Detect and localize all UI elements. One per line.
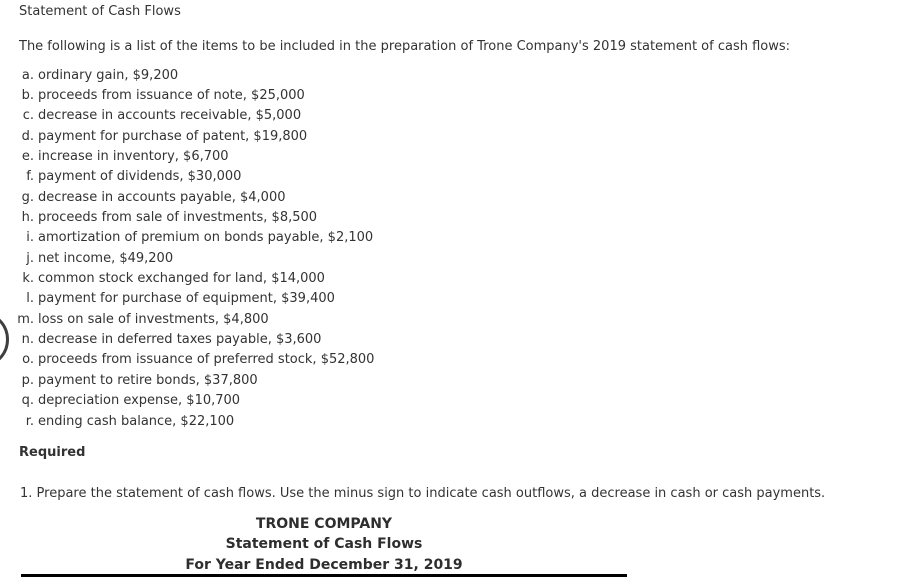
list-item: n. decrease in deferred taxes payable, $…: [0, 329, 374, 349]
list-item: c. decrease in accounts receivable, $5,0…: [0, 106, 374, 126]
item-label: d.: [21, 128, 34, 144]
list-item: e. increase in inventory, $6,700: [0, 146, 374, 166]
items-list: a. ordinary gain, $9,200 b. proceeds fro…: [0, 65, 374, 431]
item-text: decrease in accounts receivable, $5,000: [38, 108, 302, 124]
list-item: p. payment to retire bonds, $37,800: [0, 370, 374, 390]
item-label: e.: [21, 149, 34, 165]
item-text: decrease in deferred taxes payable, $3,6…: [38, 332, 322, 348]
list-item: k. common stock exchanged for land, $14,…: [0, 268, 374, 288]
statement-title: Statement of Cash Flows: [225, 536, 423, 553]
list-item: r. ending cash balance, $22,100: [0, 411, 374, 431]
statement-header: TRONE COMPANY Statement of Cash Flows Fo…: [21, 514, 627, 575]
list-item: g. decrease in accounts payable, $4,000: [0, 187, 374, 207]
item-text: decrease in accounts payable, $4,000: [38, 189, 286, 205]
item-text: payment for purchase of patent, $19,800: [38, 128, 308, 144]
item-text: proceeds from issuance of preferred stoc…: [38, 352, 375, 368]
instruction-text: 1. Prepare the statement of cash flows. …: [20, 486, 826, 501]
item-text: increase in inventory, $6,700: [38, 149, 229, 165]
item-label: l.: [26, 291, 34, 307]
item-text: amortization of premium on bonds payable…: [38, 230, 374, 246]
company-name: TRONE COMPANY: [255, 516, 393, 532]
item-label: h.: [21, 210, 34, 226]
item-text: depreciation expense, $10,700: [38, 393, 241, 409]
item-text: common stock exchanged for land, $14,000: [38, 271, 325, 287]
item-label: c.: [22, 108, 34, 124]
required-heading: Required: [19, 445, 86, 460]
page-title: Statement of Cash Flows: [19, 4, 181, 19]
item-text: ending cash balance, $22,100: [38, 413, 235, 429]
list-item: q. depreciation expense, $10,700: [0, 391, 374, 411]
item-text: payment for purchase of equipment, $39,4…: [38, 291, 335, 307]
list-item: l. payment for purchase of equipment, $3…: [0, 289, 374, 309]
list-item: j. net income, $49,200: [0, 248, 374, 268]
item-text: ordinary gain, $9,200: [38, 67, 179, 83]
item-label: g.: [21, 189, 34, 205]
item-label: n.: [21, 332, 34, 348]
list-item: d. payment for purchase of patent, $19,8…: [0, 126, 374, 146]
item-label: o.: [22, 352, 34, 368]
item-label: m.: [17, 311, 34, 327]
item-label: a.: [21, 67, 34, 83]
item-label: f.: [26, 169, 34, 185]
intro-text: The following is a list of the items to …: [19, 39, 791, 54]
item-label: j.: [26, 250, 34, 266]
item-text: net income, $49,200: [38, 250, 174, 266]
list-item: i. amortization of premium on bonds paya…: [0, 228, 374, 248]
item-text: proceeds from issuance of note, $25,000: [38, 88, 305, 104]
item-label: i.: [26, 230, 34, 246]
item-text: payment to retire bonds, $37,800: [38, 372, 258, 388]
item-label: b.: [21, 88, 34, 104]
statement-period: For Year Ended December 31, 2019: [185, 556, 463, 573]
item-text: loss on sale of investments, $4,800: [38, 311, 269, 327]
list-item: b. proceeds from issuance of note, $25,0…: [0, 85, 374, 105]
list-item: m. loss on sale of investments, $4,800: [0, 309, 374, 329]
item-label: p.: [21, 372, 34, 388]
item-text: payment of dividends, $30,000: [38, 169, 242, 185]
list-item: f. payment of dividends, $30,000: [0, 167, 374, 187]
item-label: q.: [21, 393, 34, 409]
list-item: o. proceeds from issuance of preferred s…: [0, 350, 374, 370]
list-item: a. ordinary gain, $9,200: [0, 65, 374, 85]
item-label: k.: [22, 271, 34, 287]
list-item: h. proceeds from sale of investments, $8…: [0, 207, 374, 227]
item-label: r.: [25, 413, 34, 429]
header-underline: [21, 574, 627, 577]
item-text: proceeds from sale of investments, $8,50…: [38, 210, 318, 226]
